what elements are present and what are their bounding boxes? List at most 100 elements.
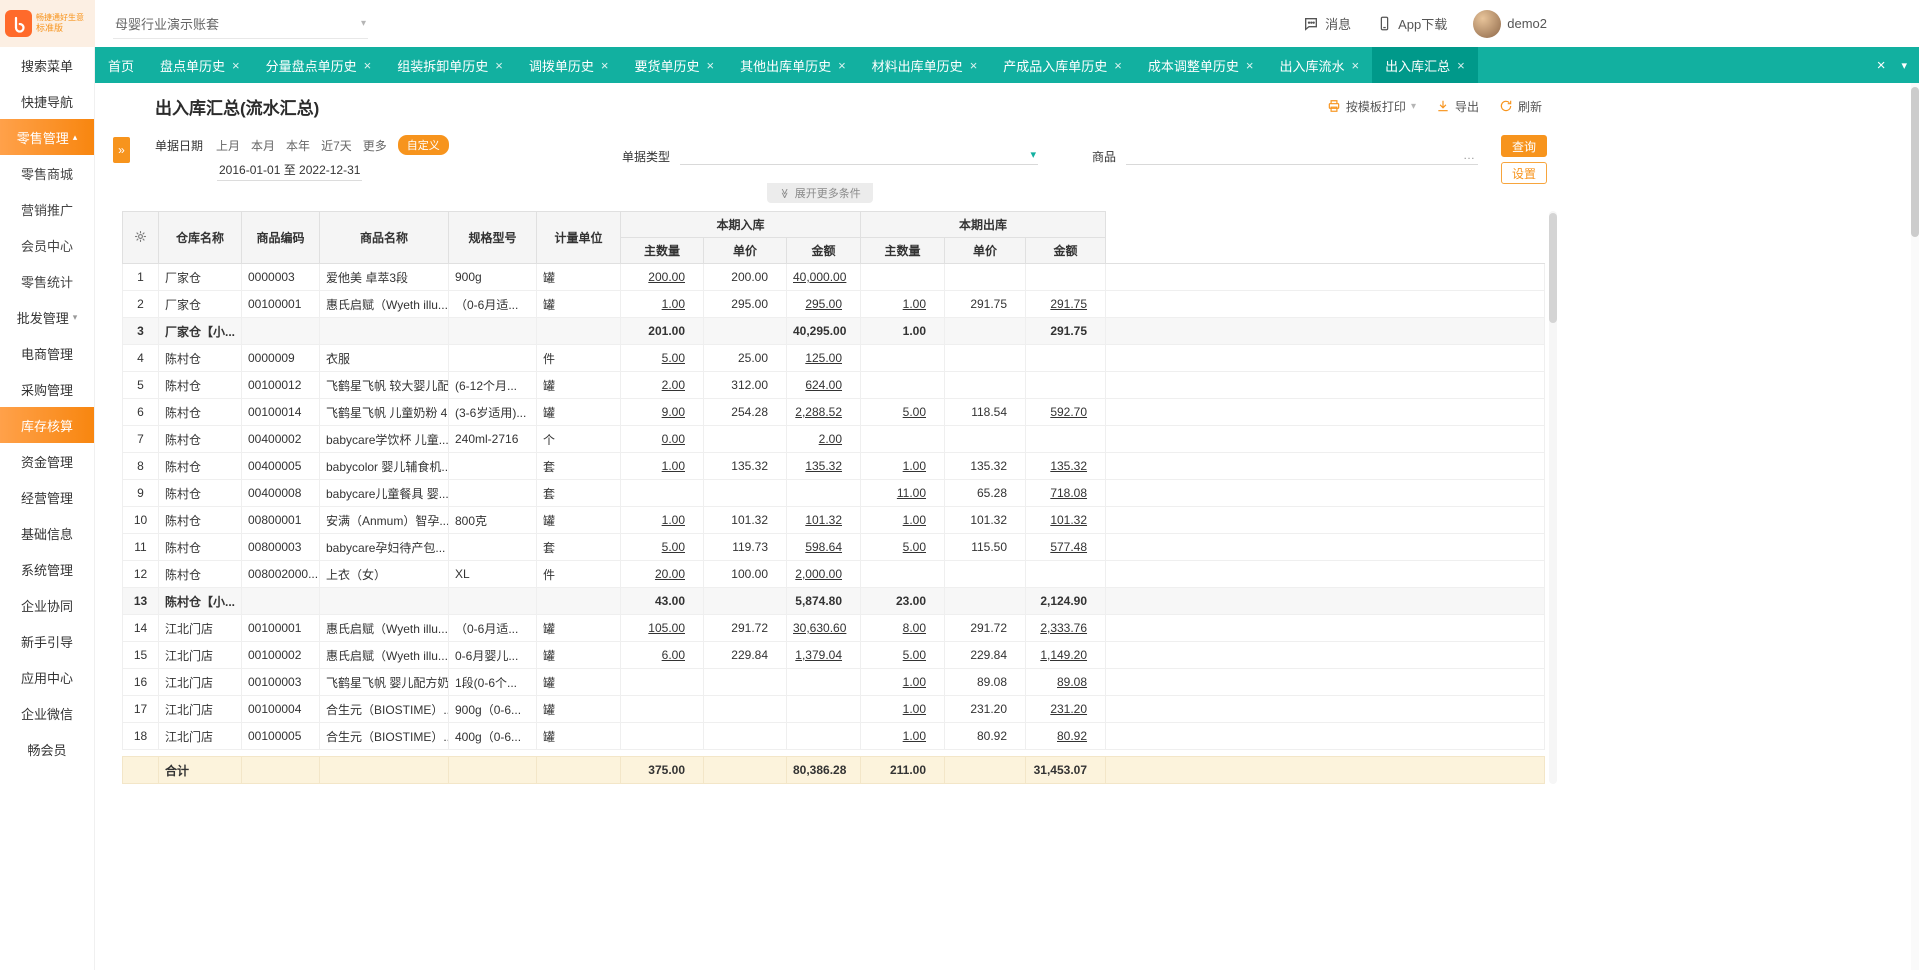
drilldown-link[interactable]: 80.92 (1057, 729, 1088, 743)
messages-button[interactable]: 消息 (1303, 14, 1351, 33)
close-icon[interactable]: × (495, 57, 503, 73)
drilldown-link[interactable]: 1.00 (902, 729, 927, 743)
print-by-template-button[interactable]: 按模板打印 ▾ (1327, 98, 1416, 115)
column-settings-button[interactable] (122, 211, 159, 264)
date-range-input[interactable]: 2016-01-01 至 2022-12-31 (217, 161, 363, 181)
drilldown-link[interactable]: 9.00 (661, 405, 685, 419)
drilldown-link[interactable]: 135.32 (1050, 459, 1088, 473)
close-icon[interactable]: × (706, 57, 715, 73)
drilldown-link[interactable]: 5.00 (661, 540, 685, 554)
sidebar-item[interactable]: 采购管理 (0, 371, 94, 407)
drilldown-link[interactable]: 30,630.60 (793, 621, 847, 635)
drilldown-link[interactable]: 40,000.00 (793, 270, 847, 284)
drilldown-link[interactable]: 5.00 (902, 540, 927, 554)
drilldown-link[interactable]: 101.32 (805, 513, 843, 527)
tab[interactable]: 盘点单历史 × (147, 47, 253, 83)
sidebar-item[interactable]: 系统管理 (0, 551, 94, 587)
tab[interactable]: 成本调整单历史 × (1135, 47, 1267, 83)
search-button[interactable]: 查询 (1501, 135, 1547, 157)
sidebar-item[interactable]: 企业微信 (0, 695, 94, 731)
drilldown-link[interactable]: 718.08 (1050, 486, 1088, 500)
sidebar-item[interactable]: 库存核算 (0, 407, 94, 443)
drilldown-link[interactable]: 105.00 (648, 621, 685, 635)
drilldown-link[interactable]: 1.00 (661, 459, 685, 473)
drilldown-link[interactable]: 2,333.76 (1040, 621, 1088, 635)
drilldown-link[interactable]: 11.00 (896, 486, 927, 500)
quick-range-7days[interactable]: 近7天 (321, 138, 352, 153)
drilldown-link[interactable]: 624.00 (805, 378, 843, 392)
sidebar-item[interactable]: 电商管理 (0, 335, 94, 371)
drilldown-link[interactable]: 1.00 (902, 459, 927, 473)
close-icon[interactable]: × (1245, 57, 1254, 73)
tab[interactable]: 分量盘点单历史 × (253, 47, 385, 83)
drilldown-link[interactable]: 0.00 (661, 432, 685, 446)
drilldown-link[interactable]: 8.00 (902, 621, 927, 635)
tab[interactable]: 调拨单历史 × (516, 47, 622, 83)
quick-range-more[interactable]: 更多 (362, 138, 387, 153)
drilldown-link[interactable]: 5.00 (661, 351, 685, 365)
close-icon[interactable]: × (1457, 57, 1465, 73)
sidebar-item[interactable]: 零售管理 ▴ (0, 119, 94, 155)
tab[interactable]: 产成品入库单历史 × (990, 47, 1135, 83)
quick-range-last-month[interactable]: 上月 (216, 138, 241, 153)
drilldown-link[interactable]: 2,288.52 (795, 405, 843, 419)
drilldown-link[interactable]: 200.00 (648, 270, 685, 284)
close-icon[interactable]: × (363, 57, 372, 73)
tab[interactable]: 组装拆卸单历史 × (384, 47, 516, 83)
tab[interactable]: 首页 (95, 47, 147, 83)
tab[interactable]: 材料出库单历史 × (859, 47, 991, 83)
sidebar-item[interactable]: 零售统计 (0, 263, 94, 299)
close-icon[interactable]: × (969, 57, 978, 73)
sidebar-item[interactable]: 零售商城 (0, 155, 94, 191)
quick-range-this-month[interactable]: 本月 (251, 138, 276, 153)
tab[interactable]: 出入库汇总 × (1372, 47, 1478, 83)
drilldown-link[interactable]: 1.00 (902, 675, 927, 689)
collapse-panel-button[interactable]: » (113, 137, 130, 163)
quick-range-this-year[interactable]: 本年 (286, 138, 311, 153)
export-button[interactable]: 导出 (1436, 98, 1479, 115)
close-icon[interactable]: × (1114, 57, 1122, 73)
drilldown-link[interactable]: 592.70 (1050, 405, 1088, 419)
drilldown-link[interactable]: 125.00 (805, 351, 843, 365)
close-icon[interactable]: × (838, 57, 846, 73)
close-icon[interactable]: × (1351, 57, 1360, 73)
drilldown-link[interactable]: 5.00 (902, 648, 927, 662)
app-download-button[interactable]: App下载 (1377, 14, 1447, 33)
sidebar-item[interactable]: 资金管理 (0, 443, 94, 479)
more-options-icon[interactable]: … (1463, 147, 1477, 162)
drilldown-link[interactable]: 1.00 (902, 297, 927, 311)
drilldown-link[interactable]: 295.00 (805, 297, 843, 311)
tab[interactable]: 出入库流水 × (1267, 47, 1373, 83)
close-icon[interactable]: × (232, 57, 240, 73)
sidebar-item[interactable]: 经营管理 (0, 479, 94, 515)
drilldown-link[interactable]: 2.00 (661, 378, 685, 392)
refresh-button[interactable]: 刷新 (1499, 98, 1542, 115)
drilldown-link[interactable]: 101.32 (1050, 513, 1088, 527)
drilldown-link[interactable]: 2,000.00 (795, 567, 843, 581)
drilldown-link[interactable]: 89.08 (1057, 675, 1088, 689)
sidebar-item[interactable]: 搜索菜单 (0, 47, 94, 83)
custom-range-badge[interactable]: 自定义 (397, 135, 449, 155)
expand-more-conditions[interactable]: ≫ 展开更多条件 (767, 183, 873, 203)
sidebar-item[interactable]: 畅会员 (0, 731, 94, 767)
doc-type-select[interactable]: ▾ (680, 145, 1039, 165)
close-all-tabs-icon[interactable]: × (1876, 56, 1886, 74)
drilldown-link[interactable]: 1.00 (902, 702, 927, 716)
scrollbar-thumb[interactable] (1911, 87, 1919, 237)
tab[interactable]: 要货单历史 × (621, 47, 727, 83)
user-menu[interactable]: demo2 (1473, 9, 1547, 38)
sidebar-item[interactable]: 应用中心 (0, 659, 94, 695)
drilldown-link[interactable]: 20.00 (654, 567, 685, 581)
sidebar-item[interactable]: 批发管理 ▾ (0, 299, 94, 335)
drilldown-link[interactable]: 598.64 (805, 540, 843, 554)
drilldown-link[interactable]: 5.00 (902, 405, 927, 419)
sidebar-item[interactable]: 会员中心 (0, 227, 94, 263)
sidebar-item[interactable]: 营销推广 (0, 191, 94, 227)
account-select[interactable]: 母婴行业演示账套 ▾ (113, 9, 368, 39)
drilldown-link[interactable]: 2.00 (818, 432, 843, 446)
window-scrollbar[interactable] (1911, 83, 1919, 970)
drilldown-link[interactable]: 291.75 (1050, 297, 1088, 311)
drilldown-link[interactable]: 1,149.20 (1040, 648, 1088, 662)
close-icon[interactable]: × (600, 57, 609, 73)
drilldown-link[interactable]: 6.00 (661, 648, 685, 662)
